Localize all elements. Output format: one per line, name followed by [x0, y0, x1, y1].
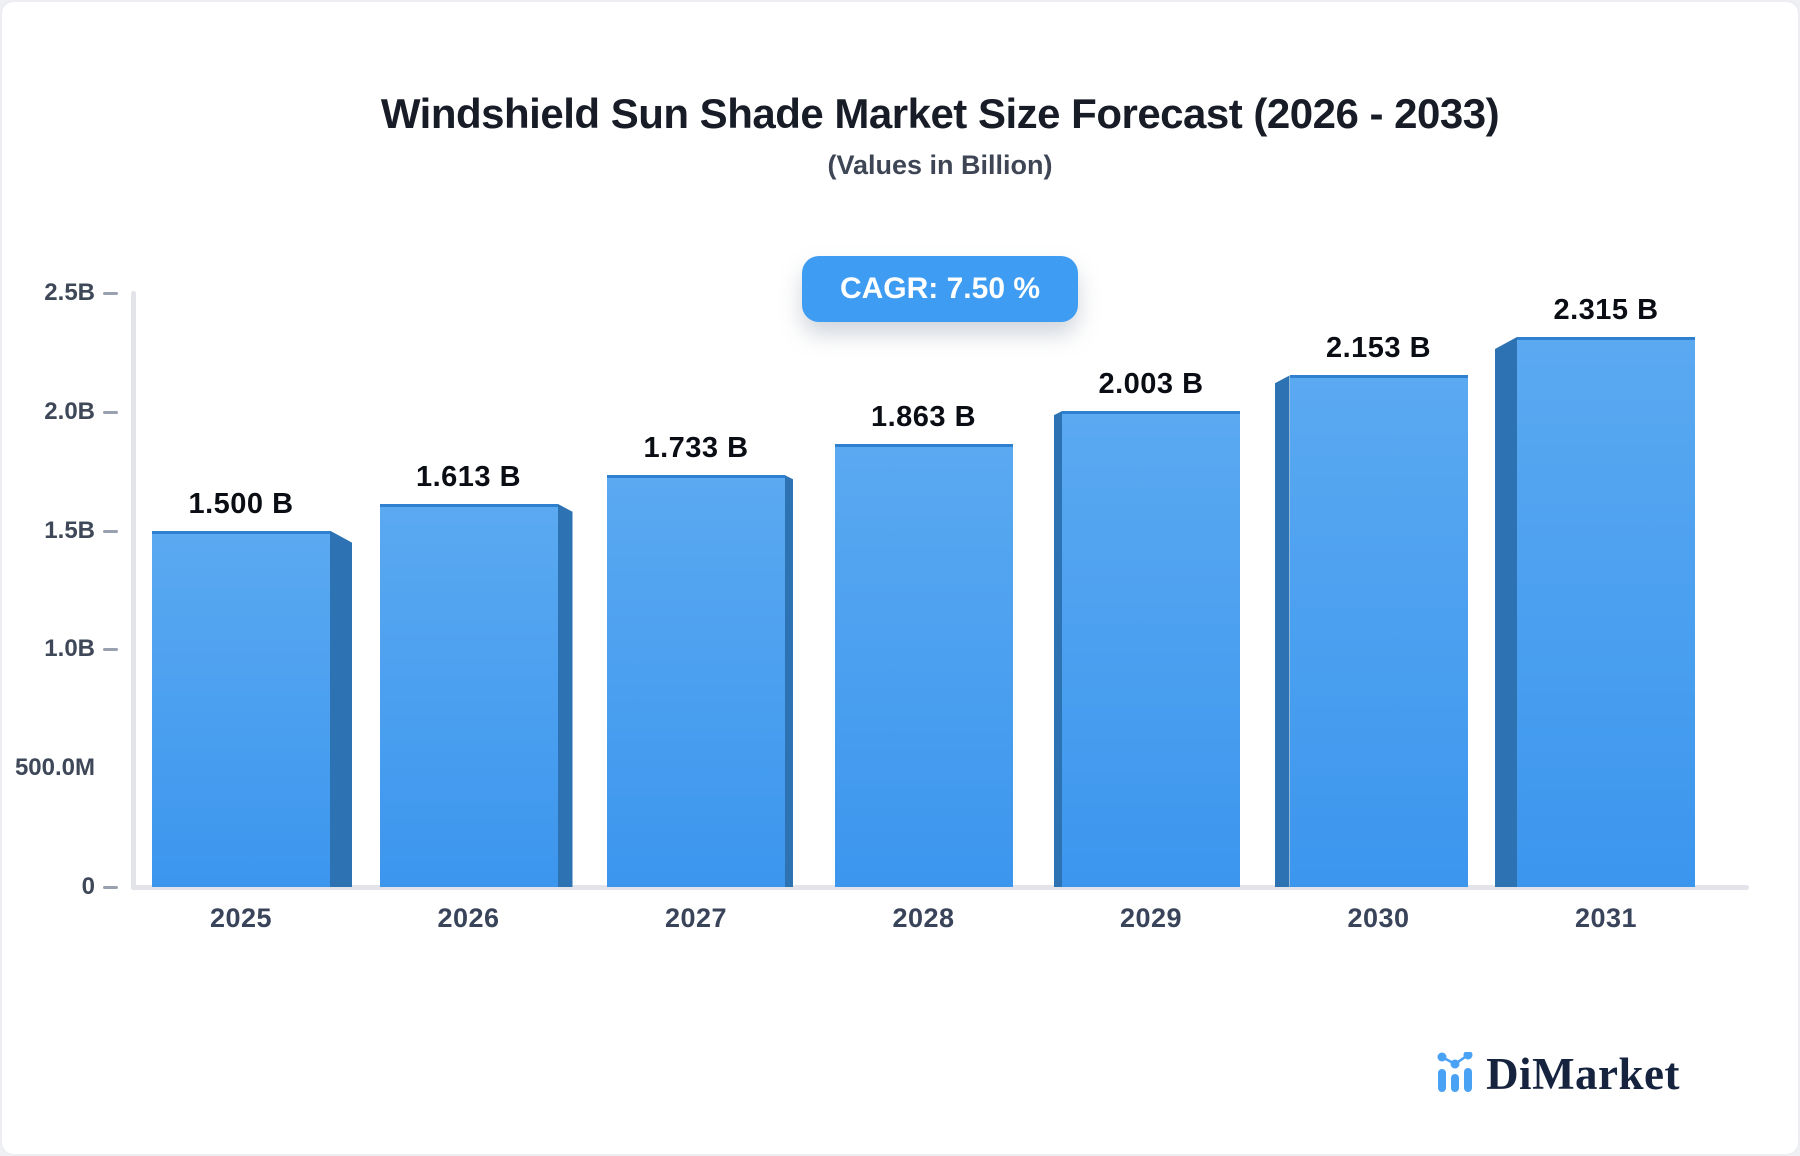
bar-side-panel — [1495, 336, 1517, 887]
bar-face — [834, 444, 1013, 887]
y-tick-mark — [103, 410, 118, 414]
bar-value-label: 1.863 B — [870, 401, 977, 434]
y-tick-mark — [103, 648, 118, 652]
bar-2031: 2.315 B — [1495, 294, 1695, 887]
bar-2025: 1.500 B — [152, 488, 352, 887]
bar-side-panel — [330, 530, 352, 887]
x-axis-line — [131, 885, 1749, 890]
x-axis-label: 2030 — [1347, 903, 1410, 933]
x-axis-label: 2027 — [664, 903, 728, 933]
bar-face — [1289, 375, 1468, 887]
bar-value-label: 1.613 B — [415, 460, 522, 493]
bar-chart-trend-icon — [1437, 1052, 1473, 1092]
bar-value-label: 1.733 B — [643, 432, 749, 465]
bar-face — [1062, 411, 1240, 887]
bar-value-label: 2.003 B — [1098, 368, 1204, 401]
bar-2027: 1.733 B — [607, 432, 793, 887]
chart-header: Windshield Sun Shade Market Size Forecas… — [82, 90, 1798, 322]
dimarket-logo: DiMarket — [1437, 1049, 1680, 1099]
x-axis-label: 2031 — [1574, 903, 1638, 933]
bar-2026: 1.613 B — [379, 461, 573, 887]
y-tick-mark — [103, 886, 118, 889]
bar-2028: 1.863 B — [834, 401, 1013, 887]
bar-side-panel — [557, 503, 573, 887]
bar-side-panel — [1054, 411, 1062, 887]
logo-text: DiMarket — [1486, 1049, 1680, 1099]
bars-container: 1.500 B 1.613 B 1.733 B 1.863 B 2.003 B 2.153… — [133, 293, 1749, 887]
x-axis-label: 2026 — [437, 903, 500, 933]
y-axis-label: 1.0B — [44, 635, 95, 663]
chart-subtitle: (Values in Billion) — [827, 150, 1053, 180]
bar-side-panel — [785, 475, 793, 887]
bar-face — [607, 475, 785, 887]
y-axis-label: 2.0B — [44, 397, 95, 425]
bar-2030: 2.153 B — [1274, 332, 1468, 887]
bar-value-label: 2.153 B — [1325, 332, 1432, 365]
y-axis-line — [131, 291, 136, 890]
plot-area: 1.500 B 1.613 B 1.733 B 1.863 B 2.003 B 2.153… — [133, 293, 1749, 887]
y-axis-label: 500.0M — [14, 754, 95, 782]
bar-face — [1517, 336, 1695, 887]
bar-face — [152, 530, 330, 887]
cagr-badge-wrap: CAGR: 7.50 % — [82, 256, 1798, 322]
bar-value-label: 1.500 B — [188, 487, 294, 520]
y-axis-label: 2.5B — [44, 279, 95, 306]
chart-title: Windshield Sun Shade Market Size Forecas… — [380, 90, 1500, 137]
y-axis-label: 1.5B — [44, 516, 95, 544]
cagr-badge: CAGR: 7.50 % — [801, 256, 1079, 322]
bar-2029: 2.003 B — [1054, 368, 1240, 887]
y-tick-mark — [103, 292, 118, 295]
bar-side-panel — [1274, 375, 1290, 887]
bar-value-label: 2.315 B — [1553, 293, 1659, 326]
x-axis-label: 2025 — [209, 903, 273, 933]
x-axis-label: 2029 — [1119, 903, 1183, 933]
y-axis-label: 0 — [81, 873, 95, 900]
bar-face — [379, 503, 558, 887]
x-axis-label: 2028 — [892, 903, 955, 933]
y-tick-mark — [103, 529, 118, 533]
